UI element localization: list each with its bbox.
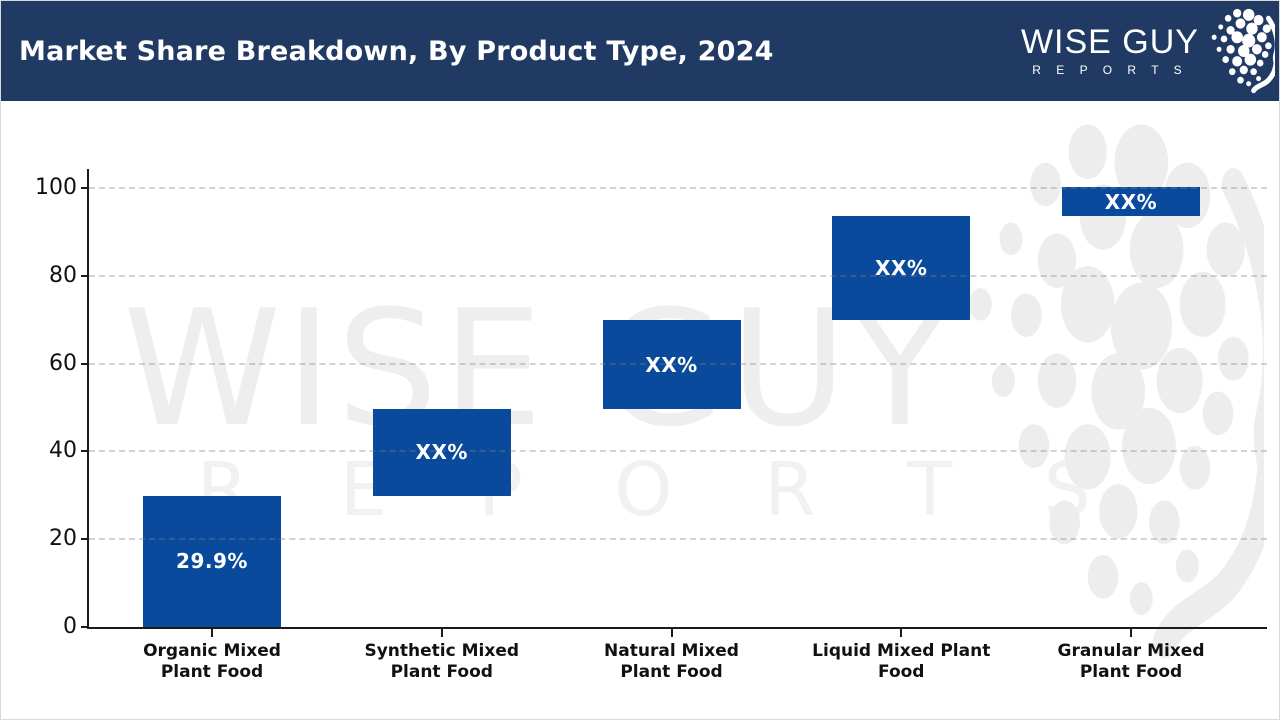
y-gridline: [89, 187, 1267, 189]
y-gridline: [89, 274, 1267, 277]
y-tick-mark: [81, 362, 89, 365]
y-tick-mark: [81, 450, 89, 453]
x-category-label-line: Granular Mixed: [1057, 641, 1205, 661]
bar-value-label: XX%: [875, 256, 928, 281]
logo-wordmark: WISE GUY: [1020, 23, 1199, 62]
market-share-bar: [1062, 187, 1200, 217]
y-tick-label: 0: [63, 614, 77, 639]
y-gridline: [89, 450, 1267, 453]
y-tick-label: 40: [49, 438, 77, 464]
market-share-bar: [602, 320, 741, 410]
x-category-label-line: Synthetic Mixed: [364, 641, 520, 661]
x-category-label-line: Natural Mixed: [604, 641, 739, 661]
y-gridline: [89, 538, 1267, 541]
y-gridline: [89, 362, 1267, 365]
market-share-bar: [143, 495, 281, 627]
x-category-label-line: Liquid Mixed Plant: [812, 641, 991, 661]
x-category-label: Organic Mixed Plant Food: [97, 641, 327, 683]
y-tick-mark: [81, 626, 89, 628]
x-category-label-line: Food: [878, 662, 925, 682]
y-tick-label: 80: [49, 262, 77, 288]
x-tick-mark: [670, 629, 673, 637]
x-tick-mark: [900, 629, 903, 637]
wiseguy-logo: WISE GUY R E P O R T S: [1021, 3, 1275, 99]
y-tick-mark: [81, 274, 89, 277]
watermark-subtitle: R E P O R T S: [197, 447, 1125, 533]
market-share-bar: [372, 409, 511, 496]
x-category-label: Granular Mixed Plant Food: [1016, 641, 1246, 683]
x-tick-mark: [440, 629, 443, 637]
x-category-label: Synthetic Mixed Plant Food: [327, 641, 557, 683]
market-share-bar: [832, 216, 971, 321]
bar-value-label: 29.9%: [176, 549, 248, 574]
y-axis-line: [87, 169, 89, 629]
x-tick-mark: [1130, 629, 1132, 637]
bar-value-label: XX%: [645, 352, 698, 377]
chart-title: Market Share Breakdown, By Product Type,…: [19, 35, 774, 67]
x-category-label: Natural Mixed Plant Food: [557, 641, 787, 683]
x-category-label-line: Plant Food: [390, 662, 493, 682]
watermark-wordmark: WISE GUY: [123, 275, 953, 462]
header-bar: Market Share Breakdown, By Product Type,…: [1, 1, 1279, 101]
y-tick-label: 100: [35, 175, 77, 200]
x-axis-line: [87, 627, 1267, 629]
y-tick-mark: [81, 538, 89, 541]
x-category-label-line: Plant Food: [1079, 662, 1183, 682]
bar-value-label: XX%: [1104, 189, 1158, 214]
logo-subtitle: R E P O R T S: [1032, 62, 1188, 77]
x-tick-mark: [211, 629, 213, 637]
y-tick-label: 60: [49, 350, 77, 376]
x-category-label-line: Plant Food: [620, 662, 723, 682]
x-category-label: Liquid Mixed Plant Food: [786, 641, 1016, 683]
logo-head-icon: [1211, 8, 1275, 94]
x-category-label-line: Plant Food: [160, 662, 264, 682]
y-tick-label: 20: [49, 526, 77, 552]
x-category-label-line: Organic Mixed: [143, 641, 281, 661]
y-tick-mark: [81, 187, 89, 189]
bar-value-label: XX%: [415, 440, 468, 465]
